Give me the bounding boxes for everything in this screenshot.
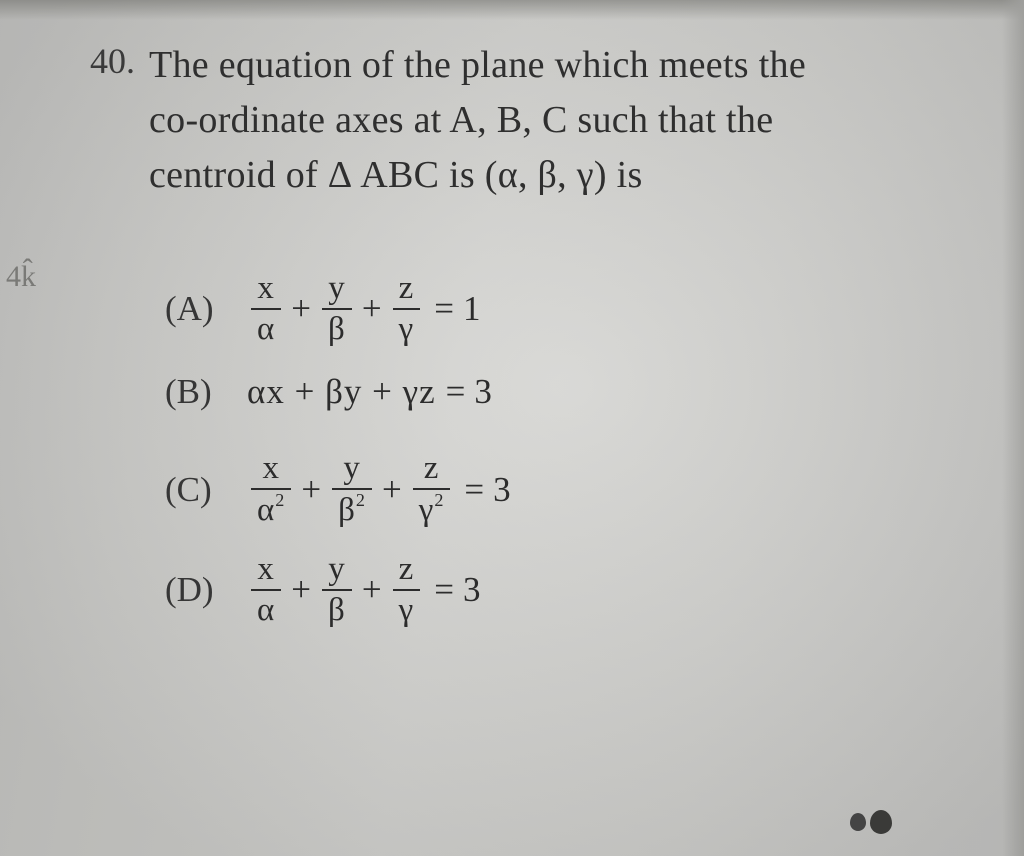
page-surface: 40. The equation of the plane which meet… xyxy=(0,0,1024,856)
numerator: x xyxy=(251,553,281,589)
equals-sign: = xyxy=(464,470,485,510)
equals-sign: = xyxy=(434,289,455,329)
numerator: z xyxy=(393,553,421,589)
expression: αx + βy + γz xyxy=(247,372,436,412)
denominator: β xyxy=(322,308,352,346)
numerator: x xyxy=(256,452,286,488)
page-right-shadow xyxy=(1002,0,1024,856)
numerator: x xyxy=(251,272,281,308)
denominator: α xyxy=(251,589,281,627)
denominator: γ xyxy=(393,589,421,627)
frac: x α xyxy=(251,553,281,627)
margin-annotation: 4k̂ xyxy=(6,260,36,294)
option-d-label: (D) xyxy=(165,570,225,610)
option-c-label: (C) xyxy=(165,470,225,510)
frac: y β2 xyxy=(332,452,372,527)
plus-sign: + xyxy=(291,289,312,329)
smudge-dot xyxy=(850,813,866,831)
numerator: y xyxy=(322,272,352,308)
denominator: α xyxy=(251,308,281,346)
page-top-shadow xyxy=(0,0,1024,20)
numerator: z xyxy=(393,272,421,308)
frac: x α xyxy=(251,272,281,346)
equals-sign: = xyxy=(446,372,467,412)
frac: x α2 xyxy=(251,452,291,527)
numerator: y xyxy=(322,553,352,589)
frac: y β xyxy=(322,272,352,346)
question-text: The equation of the plane which meets th… xyxy=(149,38,806,203)
equals-sign: = xyxy=(434,570,455,610)
plus-sign: + xyxy=(291,570,312,610)
question-number: 40. xyxy=(90,38,135,82)
option-c-equation: x α2 + y β2 + z γ2 = 3 xyxy=(247,452,512,527)
question-block: 40. The equation of the plane which meet… xyxy=(90,38,960,203)
frac: z γ xyxy=(393,553,421,627)
denominator: γ xyxy=(393,308,421,346)
option-c: (C) x α2 + y β2 + z γ2 = 3 xyxy=(165,452,945,527)
plus-sign: + xyxy=(362,289,383,329)
option-b-label: (B) xyxy=(165,372,225,412)
plus-sign: + xyxy=(382,470,403,510)
rhs: 3 xyxy=(493,470,512,510)
plus-sign: + xyxy=(362,570,383,610)
option-a-label: (A) xyxy=(165,289,225,329)
numerator: z xyxy=(418,452,446,488)
option-a-equation: x α + y β + z γ = 1 xyxy=(247,272,482,346)
denominator: γ2 xyxy=(413,488,451,527)
option-a: (A) x α + y β + z γ = 1 xyxy=(165,272,945,346)
question-line-2: co-ordinate axes at A, B, C such that th… xyxy=(149,99,773,141)
option-d-equation: x α + y β + z γ = 3 xyxy=(247,553,482,627)
option-d: (D) x α + y β + z γ = 3 xyxy=(165,553,945,627)
question-line-3: centroid of Δ ABC is (α, β, γ) is xyxy=(149,154,643,196)
denominator: α2 xyxy=(251,488,291,527)
numerator: y xyxy=(337,452,367,488)
rhs: 1 xyxy=(463,289,482,329)
plus-sign: + xyxy=(301,470,322,510)
smudge-dot xyxy=(870,810,892,834)
question-line-1: The equation of the plane which meets th… xyxy=(149,44,806,86)
denominator: β xyxy=(322,589,352,627)
rhs: 3 xyxy=(474,372,493,412)
rhs: 3 xyxy=(463,570,482,610)
frac: z γ2 xyxy=(413,452,451,527)
paper-smudge xyxy=(850,810,892,834)
option-b: (B) αx + βy + γz = 3 xyxy=(165,372,945,412)
frac: z γ xyxy=(393,272,421,346)
denominator: β2 xyxy=(332,488,372,527)
frac: y β xyxy=(322,553,352,627)
options-list: (A) x α + y β + z γ = 1 xyxy=(165,272,945,653)
option-b-equation: αx + βy + γz = 3 xyxy=(247,372,493,412)
